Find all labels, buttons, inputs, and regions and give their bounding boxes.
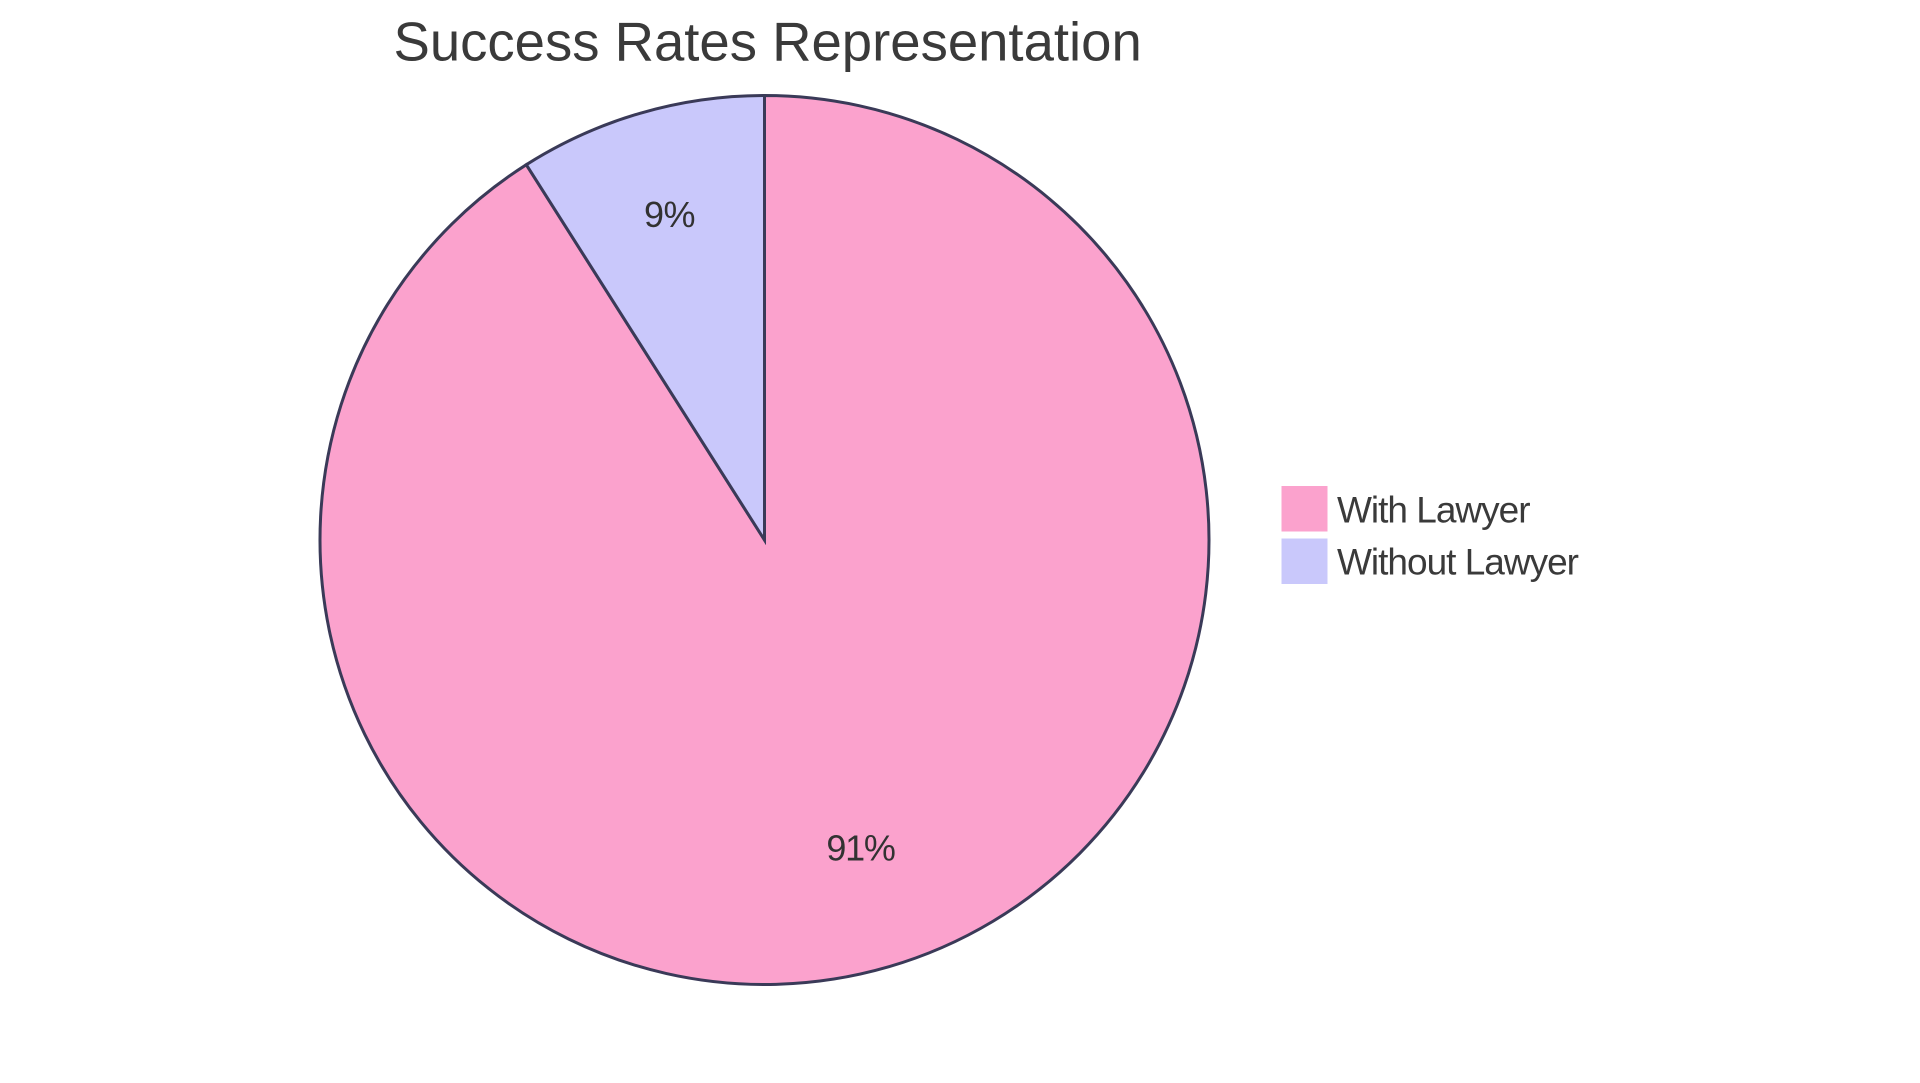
- svg-text:Success Rates Representation: Success Rates Representation: [394, 12, 1142, 73]
- svg-text:9%: 9%: [644, 194, 695, 235]
- svg-text:91%: 91%: [826, 828, 894, 869]
- svg-text:With Lawyer: With Lawyer: [1337, 490, 1530, 531]
- svg-text:Without Lawyer: Without Lawyer: [1337, 542, 1579, 583]
